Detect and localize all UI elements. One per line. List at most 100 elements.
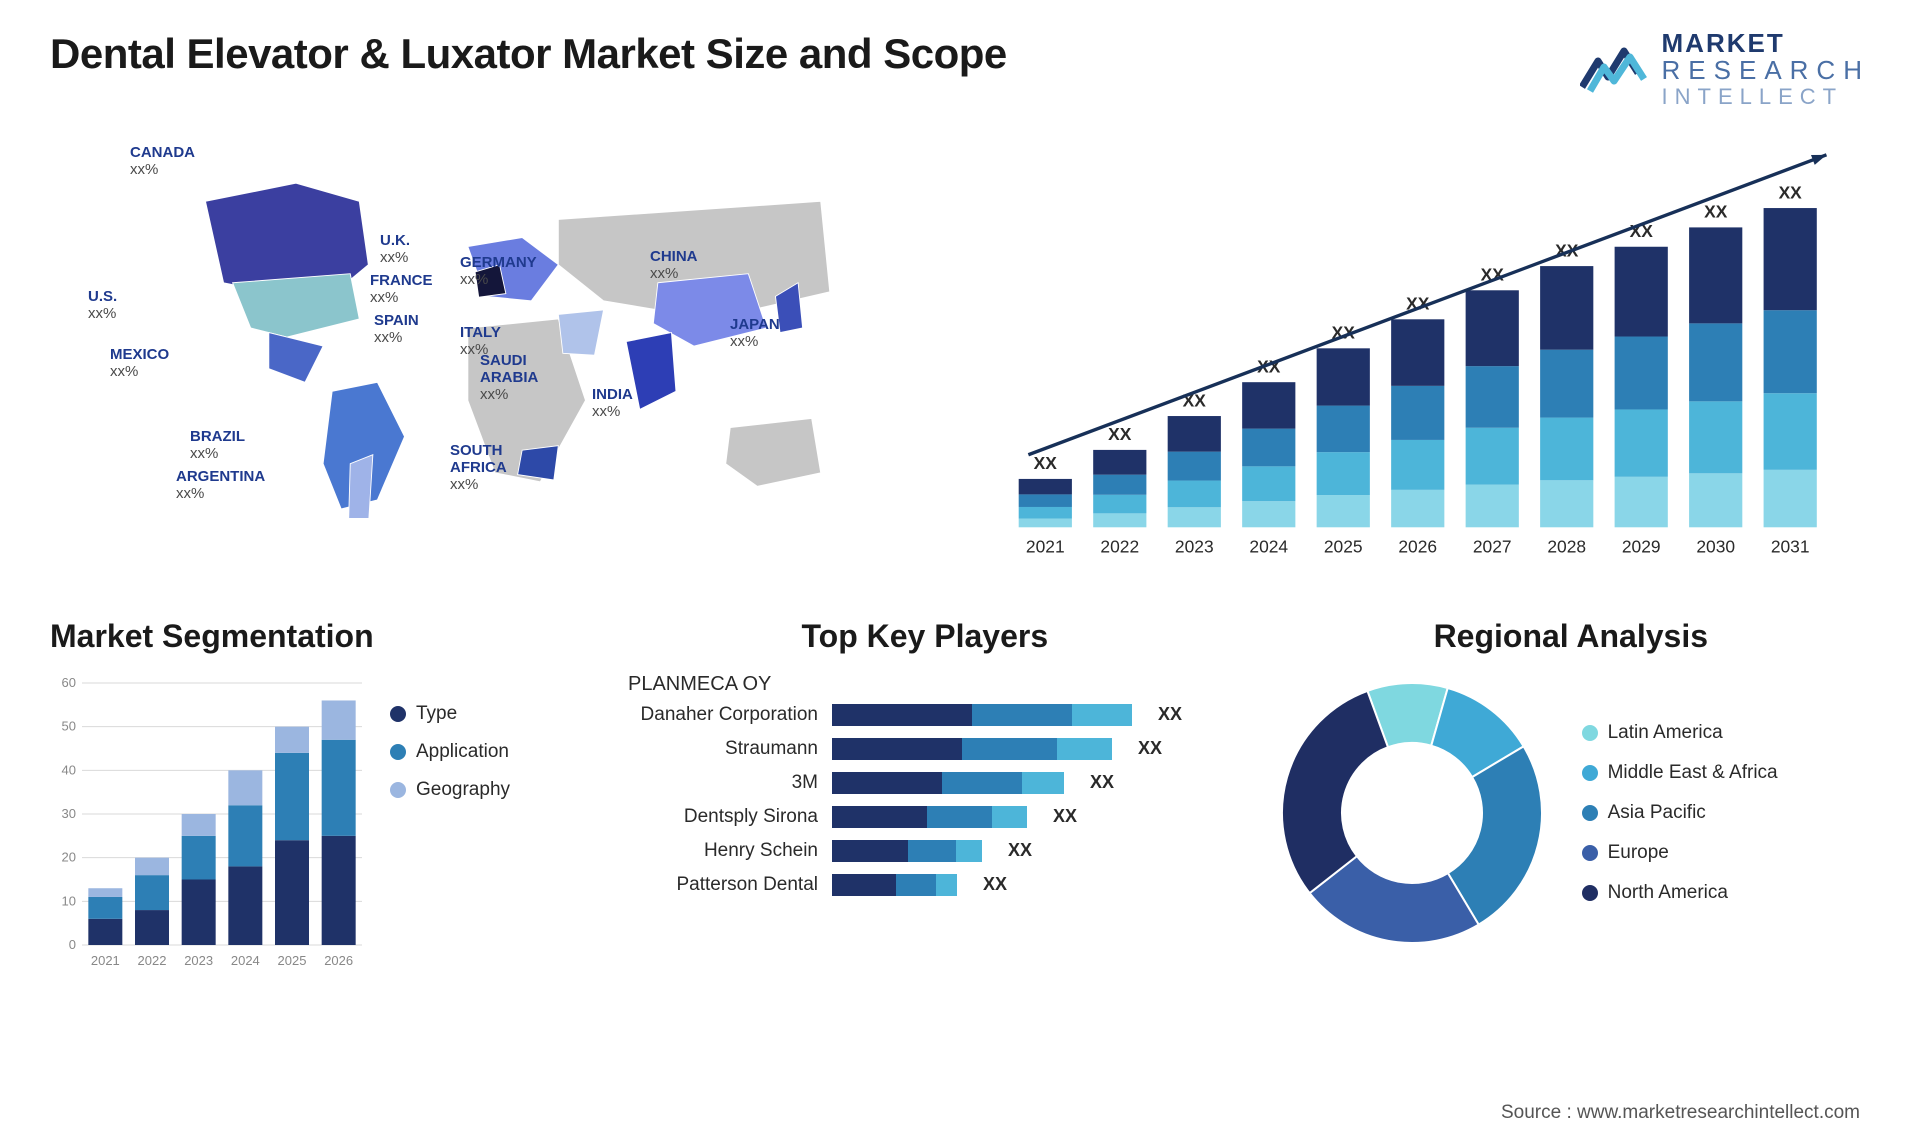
seg-bar xyxy=(322,739,356,835)
seg-bar xyxy=(322,700,356,739)
player-bar xyxy=(832,738,1112,760)
player-bar-seg xyxy=(942,772,1022,794)
growth-bar-seg xyxy=(1242,466,1295,501)
growth-bar-seg xyxy=(1019,518,1072,527)
map-region-us-body xyxy=(233,273,360,336)
legend-swatch-icon xyxy=(390,744,406,760)
legend-item: Geography xyxy=(390,779,510,801)
growth-bar-seg xyxy=(1689,401,1742,473)
growth-bar-seg xyxy=(1764,310,1817,393)
legend-swatch-icon xyxy=(390,782,406,798)
player-bar xyxy=(832,874,957,896)
legend-label: Europe xyxy=(1608,842,1669,864)
player-bar xyxy=(832,806,1027,828)
growth-bar-seg xyxy=(1540,480,1593,527)
seg-bar xyxy=(135,857,169,874)
logo-line-2: RESEARCH xyxy=(1662,57,1870,84)
player-value: XX xyxy=(1008,840,1032,861)
growth-bar-seg xyxy=(1615,409,1668,476)
growth-bar-seg xyxy=(1689,227,1742,323)
map-label: GERMANYxx% xyxy=(460,254,537,289)
growth-bar-seg xyxy=(1168,416,1221,452)
growth-bar-seg xyxy=(1615,246,1668,336)
growth-bar-seg xyxy=(1317,452,1370,495)
growth-bar-seg xyxy=(1242,382,1295,428)
growth-year-label: 2029 xyxy=(1622,536,1661,556)
source-attribution: Source : www.marketresearchintellect.com xyxy=(1501,1102,1860,1124)
seg-bar xyxy=(182,879,216,945)
seg-bar xyxy=(88,918,122,944)
legend-swatch-icon xyxy=(1582,845,1598,861)
growth-year-label: 2025 xyxy=(1324,536,1363,556)
growth-bar-seg xyxy=(1391,440,1444,490)
y-tick-label: 60 xyxy=(62,675,76,690)
growth-bar-seg xyxy=(1168,507,1221,527)
seg-bar xyxy=(275,726,309,752)
page-title: Dental Elevator & Luxator Market Size an… xyxy=(50,30,1007,78)
segmentation-title: Market Segmentation xyxy=(50,618,578,655)
player-name: Henry Schein xyxy=(608,840,818,862)
growth-chart-panel: XX2021XX2022XX2023XX2024XX2025XX2026XX20… xyxy=(980,138,1870,578)
seg-year-label: 2023 xyxy=(184,953,213,968)
player-bar-seg xyxy=(956,840,982,862)
legend-item: Type xyxy=(390,703,510,725)
growth-bar-seg xyxy=(1615,476,1668,526)
players-list: Danaher Corporation XX Straumann XX 3M XX Dent… xyxy=(608,704,1242,896)
map-region-mideast xyxy=(558,310,603,355)
player-bar-seg xyxy=(832,772,942,794)
player-name: Danaher Corporation xyxy=(608,704,818,726)
growth-bar-seg xyxy=(1093,450,1146,475)
legend-swatch-icon xyxy=(1582,805,1598,821)
growth-year-label: 2021 xyxy=(1026,536,1065,556)
player-row: Danaher Corporation XX xyxy=(608,704,1242,726)
growth-bar-seg xyxy=(1466,427,1519,484)
seg-year-label: 2022 xyxy=(138,953,167,968)
player-row: Dentsply SironaXX xyxy=(608,806,1242,828)
legend-label: North America xyxy=(1608,882,1728,904)
map-label: MEXICOxx% xyxy=(110,346,169,381)
player-name: 3M xyxy=(608,772,818,794)
growth-bar-seg xyxy=(1540,417,1593,480)
player-name: Straumann xyxy=(608,738,818,760)
segmentation-panel: Market Segmentation 01020304050602021202… xyxy=(50,618,578,998)
seg-bar xyxy=(135,875,169,910)
legend-swatch-icon xyxy=(1582,885,1598,901)
player-value: XX xyxy=(1138,738,1162,759)
player-bar-seg xyxy=(832,874,896,896)
seg-bar xyxy=(182,836,216,880)
legend-swatch-icon xyxy=(1582,765,1598,781)
growth-bar-seg xyxy=(1168,451,1221,480)
map-label: FRANCExx% xyxy=(370,272,433,307)
growth-year-label: 2030 xyxy=(1696,536,1735,556)
player-name: Patterson Dental xyxy=(608,874,818,896)
seg-bar xyxy=(88,888,122,897)
brand-logo: MARKET RESEARCH INTELLECT xyxy=(1580,30,1870,108)
player-name: Dentsply Sirona xyxy=(608,806,818,828)
growth-bar-seg xyxy=(1466,290,1519,366)
growth-bar-value: XX xyxy=(1704,201,1728,221)
map-label: SPAINxx% xyxy=(374,312,419,347)
player-value: XX xyxy=(983,874,1007,895)
seg-year-label: 2021 xyxy=(91,953,120,968)
growth-bar-seg xyxy=(1093,513,1146,527)
y-tick-label: 10 xyxy=(62,893,76,908)
growth-year-label: 2027 xyxy=(1473,536,1512,556)
growth-bar-seg xyxy=(1019,479,1072,494)
player-bar-seg xyxy=(832,806,927,828)
growth-bar-seg xyxy=(1391,319,1444,386)
legend-item: Asia Pacific xyxy=(1582,802,1778,824)
growth-bar-seg xyxy=(1391,386,1444,440)
growth-year-label: 2024 xyxy=(1249,536,1288,556)
growth-bar-seg xyxy=(1764,208,1817,310)
map-label: INDIAxx% xyxy=(592,386,633,421)
map-label: CHINAxx% xyxy=(650,248,698,283)
growth-year-label: 2026 xyxy=(1398,536,1437,556)
legend-swatch-icon xyxy=(1582,725,1598,741)
legend-swatch-icon xyxy=(390,706,406,722)
growth-bar-seg xyxy=(1391,490,1444,527)
logo-icon xyxy=(1580,39,1650,99)
growth-year-label: 2022 xyxy=(1100,536,1139,556)
player-value: XX xyxy=(1158,704,1182,725)
player-bar-seg xyxy=(936,874,957,896)
regional-donut xyxy=(1272,673,1552,953)
